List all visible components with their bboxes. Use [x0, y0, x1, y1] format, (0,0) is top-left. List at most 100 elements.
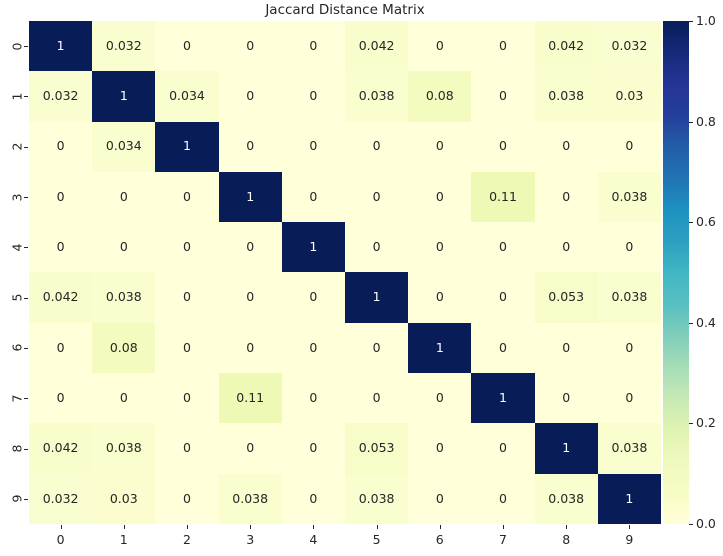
- heatmap-cell-value: 0: [56, 188, 65, 204]
- y-axis-tick-mark: [24, 347, 28, 349]
- heatmap-cell-value: 0: [246, 440, 255, 456]
- heatmap-cell: 0: [471, 322, 535, 374]
- heatmap-cell-value: 0: [119, 188, 128, 204]
- heatmap-cell: 0: [471, 473, 535, 524]
- colorbar-tick-mark: [689, 423, 693, 425]
- heatmap-cell: 1: [29, 21, 93, 72]
- heatmap-cell: 1: [155, 121, 219, 172]
- y-axis-tick-label: 7: [0, 373, 25, 423]
- colorbar-tick-label: 1.0: [696, 13, 716, 28]
- y-axis-tick-label: 6: [0, 323, 25, 373]
- heatmap-cell: 0: [155, 373, 219, 424]
- colorbar[interactable]: [663, 21, 689, 524]
- heatmap-cell-value: 0: [309, 88, 318, 104]
- heatmap-cell-value: 0.08: [425, 88, 454, 104]
- heatmap-cell: 0: [155, 171, 219, 223]
- heatmap-cell: 0: [281, 71, 345, 122]
- y-axis-tick-mark: [24, 247, 28, 249]
- heatmap-cell-value: 1: [562, 440, 571, 456]
- x-axis-tick-mark: [250, 525, 252, 529]
- heatmap-cell-value: 0: [309, 37, 318, 53]
- heatmap-cell-value: 0: [562, 138, 571, 154]
- heatmap-cell: 0: [218, 71, 282, 122]
- heatmap-cell: 0: [218, 21, 282, 72]
- colorbar-tick-label: 0.0: [696, 516, 716, 531]
- heatmap-cell: 0.038: [534, 71, 598, 122]
- heatmap-cell-value: 0: [435, 188, 444, 204]
- heatmap-cell: 0: [155, 21, 219, 72]
- y-axis-tick-mark: [24, 297, 28, 299]
- x-axis-tick-label: 7: [499, 532, 507, 547]
- heatmap-cell-value: 0: [625, 239, 634, 255]
- heatmap-cell-value: 0.11: [236, 389, 265, 405]
- heatmap-cell-value: 0.038: [611, 440, 648, 456]
- heatmap-cell-value: 0: [372, 339, 381, 355]
- heatmap-cell: 0: [408, 121, 472, 172]
- y-axis-tick-text: 5: [9, 293, 25, 302]
- heatmap-cell: 0: [155, 272, 219, 323]
- y-axis-tick-label: 1: [0, 71, 25, 121]
- y-axis-tick-label: 9: [0, 474, 25, 524]
- heatmap-cell: 0: [155, 222, 219, 273]
- heatmap-cell-value: 1: [625, 490, 634, 506]
- heatmap-cell-value: 0: [562, 239, 571, 255]
- y-axis-tick-mark: [24, 448, 28, 450]
- heatmap-cell: 0.042: [29, 272, 93, 323]
- page-title: Jaccard Distance Matrix: [265, 2, 425, 18]
- heatmap-cell: 0.034: [92, 121, 156, 172]
- x-axis-tick-label: 9: [625, 532, 634, 547]
- heatmap-cell: 0: [471, 121, 535, 172]
- y-axis-tick-text: 4: [9, 243, 25, 252]
- heatmap-cell-value: 0: [246, 37, 255, 53]
- colorbar-tick-mark: [689, 322, 693, 324]
- y-axis-tick-label: 3: [0, 172, 25, 222]
- heatmap-cell: 0: [281, 121, 345, 172]
- heatmap-cell-value: 0: [56, 339, 65, 355]
- heatmap-cell-value: 0.11: [489, 188, 517, 204]
- heatmap-cell: 0: [345, 171, 409, 223]
- heatmap-cell: 0: [218, 222, 282, 273]
- heatmap-cell: 0: [408, 423, 472, 474]
- heatmap-cell: 0: [597, 222, 661, 273]
- heatmap-cell-value: 0.032: [42, 490, 79, 506]
- colorbar-tick-mark: [689, 222, 693, 224]
- heatmap-cell: 0.03: [92, 473, 156, 524]
- heatmap-cell-value: 0: [499, 490, 507, 506]
- heatmap-cell-value: 0: [435, 490, 444, 506]
- heatmap-cell-value: 0: [183, 490, 191, 506]
- heatmap-cell: 0: [471, 272, 535, 323]
- heatmap-cell: 1: [408, 322, 472, 374]
- heatmap-cell: 0.038: [534, 473, 598, 524]
- heatmap-cell-value: 0: [183, 389, 191, 405]
- heatmap-cell: 0: [408, 21, 472, 72]
- heatmap-cell-value: 0.034: [169, 88, 205, 104]
- heatmap-cell: 0.032: [29, 473, 93, 524]
- heatmap-cell: 0.038: [597, 171, 661, 223]
- heatmap-cell: 0: [29, 171, 93, 223]
- colorbar-tick-mark: [689, 21, 693, 22]
- heatmap-cell-value: 0: [372, 239, 381, 255]
- heatmap-cell: 0: [155, 322, 219, 374]
- heatmap-cell: 0: [281, 373, 345, 424]
- heatmap-cell-value: 0.053: [548, 289, 585, 305]
- heatmap-cell: 0.038: [92, 272, 156, 323]
- heatmap-cell: 0.038: [218, 473, 282, 524]
- heatmap-cell-value: 0: [246, 289, 255, 305]
- heatmap-cell: 0.053: [534, 272, 598, 323]
- heatmap-cell-value: 0: [625, 339, 634, 355]
- y-axis-tick-mark: [24, 46, 28, 48]
- heatmap-cell: 0: [345, 121, 409, 172]
- heatmap-cell-value: 0: [183, 188, 191, 204]
- heatmap-cell-value: 0.042: [42, 440, 79, 456]
- heatmap-cell-value: 0.038: [611, 289, 648, 305]
- x-axis-tick-label: 0: [56, 532, 65, 547]
- heatmap-cell-value: 0: [625, 138, 634, 154]
- x-axis-tick-label: 1: [119, 532, 128, 547]
- y-axis-tick-label: 5: [0, 273, 25, 323]
- heatmap-cell: 0.032: [29, 71, 93, 122]
- heatmap-cell-value: 0: [499, 88, 507, 104]
- heatmap-cell: 0.034: [155, 71, 219, 122]
- heatmap-cell: 0: [155, 423, 219, 474]
- y-axis-tick-text: 3: [9, 193, 25, 202]
- heatmap-cell-value: 0.038: [358, 490, 395, 506]
